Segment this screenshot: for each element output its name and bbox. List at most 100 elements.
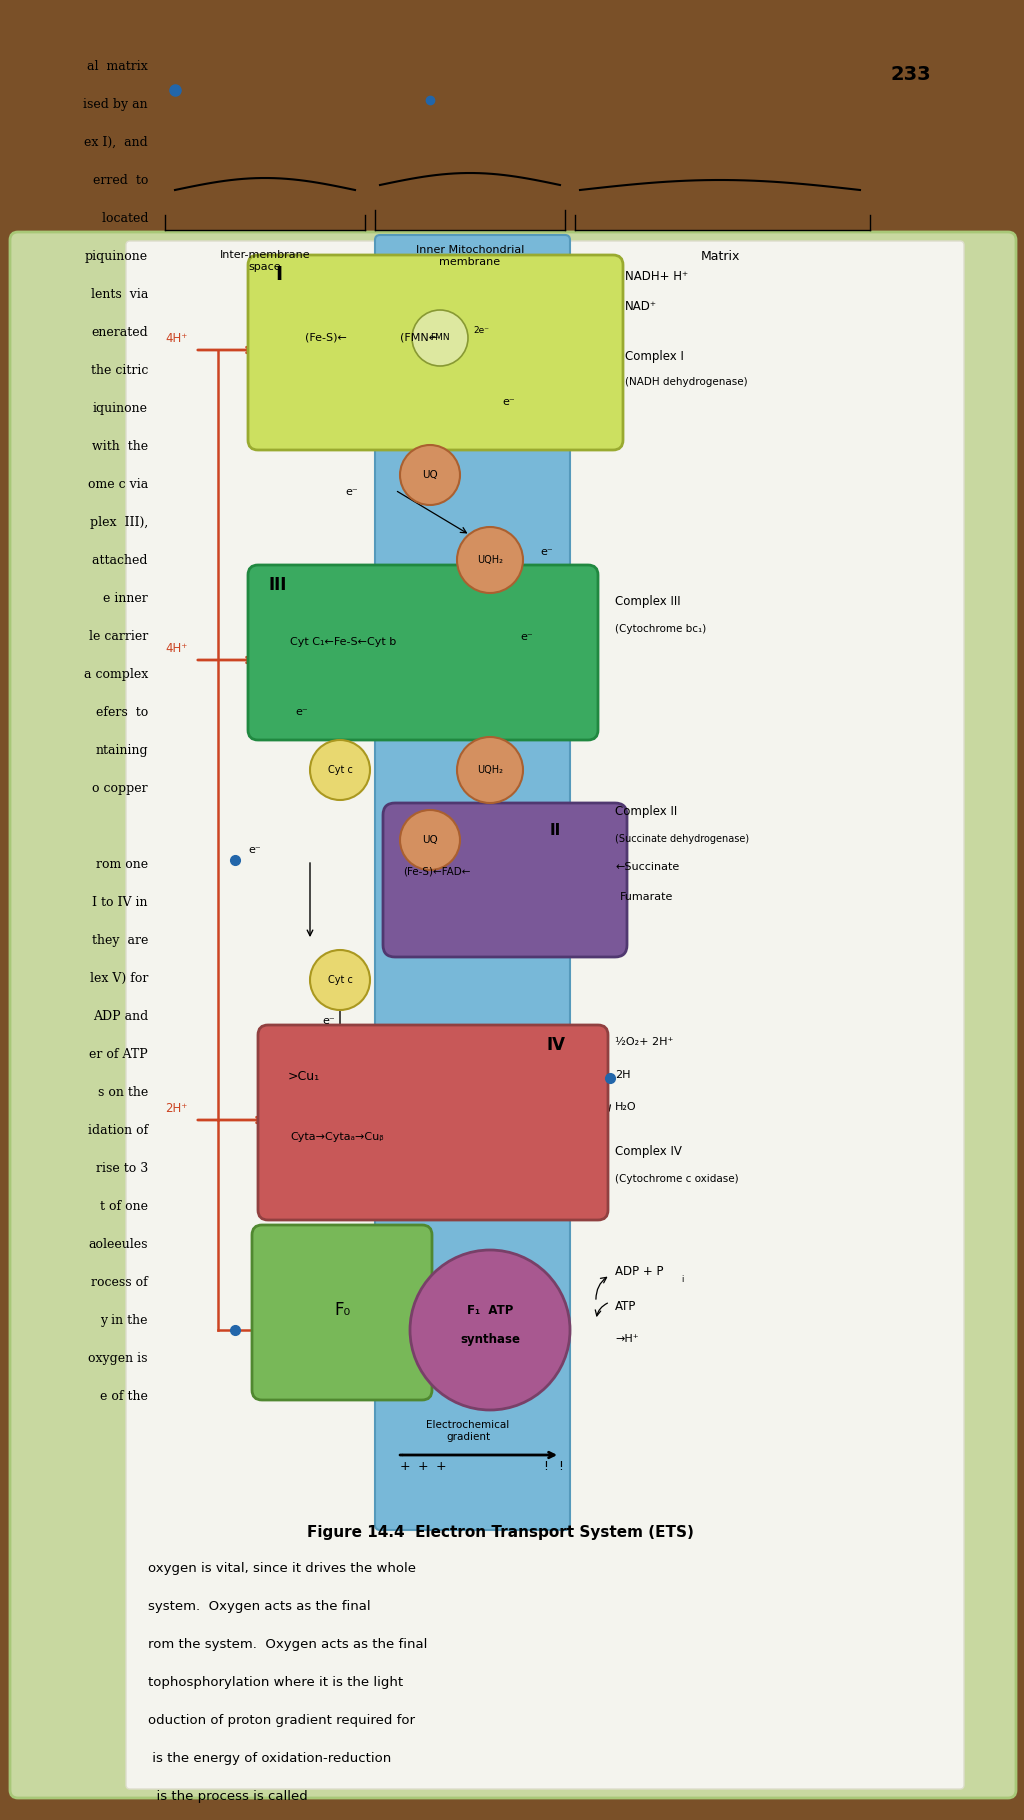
FancyBboxPatch shape: [10, 231, 1016, 1798]
Circle shape: [410, 1250, 570, 1410]
Text: Fumarate: Fumarate: [620, 892, 674, 903]
Text: I to IV in: I to IV in: [92, 895, 148, 908]
FancyBboxPatch shape: [375, 235, 570, 1531]
Text: !: !: [543, 1460, 548, 1472]
Text: ex I),  and: ex I), and: [84, 136, 148, 149]
Text: H₂O: H₂O: [615, 1101, 637, 1112]
Text: 4H⁺: 4H⁺: [165, 642, 187, 655]
Text: Inter-membrane
space: Inter-membrane space: [220, 249, 310, 271]
FancyBboxPatch shape: [258, 1025, 608, 1219]
Text: FMN: FMN: [430, 333, 450, 342]
Text: i: i: [681, 1276, 683, 1283]
Text: UQH₂: UQH₂: [477, 764, 503, 775]
Text: with  the: with the: [92, 440, 148, 453]
Text: Cyta→Cytaₐ→Cuᵦ: Cyta→Cytaₐ→Cuᵦ: [290, 1132, 384, 1141]
Text: e inner: e inner: [103, 592, 148, 604]
Text: II: II: [550, 823, 561, 837]
Text: e⁻: e⁻: [540, 548, 553, 557]
Text: UQ: UQ: [422, 835, 438, 844]
Text: Figure 14.4  Electron Transport System (ETS): Figure 14.4 Electron Transport System (E…: [306, 1525, 693, 1540]
Text: tophosphorylation where it is the light: tophosphorylation where it is the light: [148, 1676, 403, 1689]
Circle shape: [400, 810, 460, 870]
FancyBboxPatch shape: [248, 255, 623, 450]
Text: enerated: enerated: [91, 326, 148, 339]
Text: s on the: s on the: [97, 1087, 148, 1099]
Text: ntaining: ntaining: [95, 744, 148, 757]
Circle shape: [310, 950, 370, 1010]
FancyBboxPatch shape: [248, 564, 598, 741]
Text: ←Succinate: ←Succinate: [615, 863, 679, 872]
Text: +: +: [418, 1460, 429, 1472]
Text: located: located: [93, 211, 148, 226]
Text: (Fe-S)←FAD←: (Fe-S)←FAD←: [403, 866, 470, 877]
Text: III: III: [268, 575, 287, 593]
Text: idation of: idation of: [88, 1125, 148, 1138]
Text: ADP + P: ADP + P: [615, 1265, 664, 1278]
Text: efers  to: efers to: [96, 706, 148, 719]
Text: e⁻: e⁻: [248, 844, 261, 855]
Text: lex V) for: lex V) for: [90, 972, 148, 985]
Text: 4H⁺: 4H⁺: [165, 331, 187, 346]
Text: oxygen is vital, since it drives the whole: oxygen is vital, since it drives the who…: [148, 1562, 416, 1574]
Text: Matrix: Matrix: [700, 249, 739, 264]
Circle shape: [310, 741, 370, 801]
Text: rise to 3: rise to 3: [96, 1161, 148, 1176]
Text: NAD⁺: NAD⁺: [625, 300, 657, 313]
Text: Complex I: Complex I: [625, 349, 684, 362]
Text: 2e⁻: 2e⁻: [473, 326, 489, 335]
Text: F₁  ATP: F₁ ATP: [467, 1303, 513, 1316]
Text: synthase: synthase: [460, 1334, 520, 1347]
Text: Complex II: Complex II: [615, 804, 677, 817]
Text: t of one: t of one: [100, 1199, 148, 1212]
Text: F₀: F₀: [334, 1301, 350, 1320]
Circle shape: [400, 446, 460, 504]
Text: is the process is called: is the process is called: [148, 1791, 308, 1804]
Text: the citric: the citric: [87, 364, 148, 377]
Text: ised by an: ised by an: [83, 98, 148, 111]
Text: e⁻: e⁻: [345, 488, 357, 497]
Text: rocess of: rocess of: [91, 1276, 148, 1289]
Text: Cyt C₁←Fe-S←Cyt b: Cyt C₁←Fe-S←Cyt b: [290, 637, 396, 646]
Text: a complex: a complex: [84, 668, 148, 681]
Text: aoleeules: aoleeules: [88, 1238, 148, 1250]
Text: iquinone: iquinone: [93, 402, 148, 415]
Text: e⁻: e⁻: [295, 706, 308, 717]
FancyBboxPatch shape: [383, 803, 627, 957]
Text: rom the system.  Oxygen acts as the final: rom the system. Oxygen acts as the final: [148, 1638, 427, 1651]
Circle shape: [412, 309, 468, 366]
Text: (Cytochrome c oxidase): (Cytochrome c oxidase): [615, 1174, 738, 1185]
Text: rom one: rom one: [96, 857, 148, 872]
Text: (Cytochrome bc₁): (Cytochrome bc₁): [615, 624, 707, 633]
Text: !: !: [558, 1460, 563, 1472]
Text: oduction of proton gradient required for: oduction of proton gradient required for: [148, 1714, 415, 1727]
Text: o copper: o copper: [92, 783, 148, 795]
Text: ome c via: ome c via: [88, 479, 148, 491]
Text: IV: IV: [547, 1036, 566, 1054]
Text: 2H⁺: 2H⁺: [165, 1101, 187, 1116]
Text: ½O₂+ 2H⁺: ½O₂+ 2H⁺: [615, 1037, 674, 1046]
Text: system.  Oxygen acts as the final: system. Oxygen acts as the final: [148, 1600, 371, 1613]
Text: NADH+ H⁺: NADH+ H⁺: [625, 269, 688, 282]
Text: Complex III: Complex III: [615, 595, 681, 608]
Text: oxygen is: oxygen is: [88, 1352, 148, 1365]
Text: (NADH dehydrogenase): (NADH dehydrogenase): [625, 377, 748, 388]
Text: Complex IV: Complex IV: [615, 1145, 682, 1158]
FancyBboxPatch shape: [252, 1225, 432, 1400]
Text: e⁻: e⁻: [322, 1016, 335, 1026]
Text: Electrochemical
gradient: Electrochemical gradient: [426, 1420, 510, 1441]
Text: ADP and: ADP and: [93, 1010, 148, 1023]
Text: 233: 233: [890, 66, 931, 84]
Text: lents  via: lents via: [91, 288, 148, 300]
Text: >Cu₁: >Cu₁: [288, 1070, 321, 1083]
Text: le carrier: le carrier: [89, 630, 148, 642]
Text: (FMN←: (FMN←: [400, 331, 438, 342]
Text: (Fe-S)←: (Fe-S)←: [305, 331, 347, 342]
Text: is the energy of oxidation-reduction: is the energy of oxidation-reduction: [148, 1753, 391, 1765]
Text: e of the: e of the: [100, 1390, 148, 1403]
Text: +: +: [400, 1460, 411, 1472]
Text: plex  III),: plex III),: [90, 517, 148, 530]
Text: UQ: UQ: [422, 470, 438, 480]
Text: piquinone: piquinone: [85, 249, 148, 264]
Text: ATP: ATP: [615, 1299, 636, 1312]
Text: →H⁺: →H⁺: [615, 1334, 639, 1343]
